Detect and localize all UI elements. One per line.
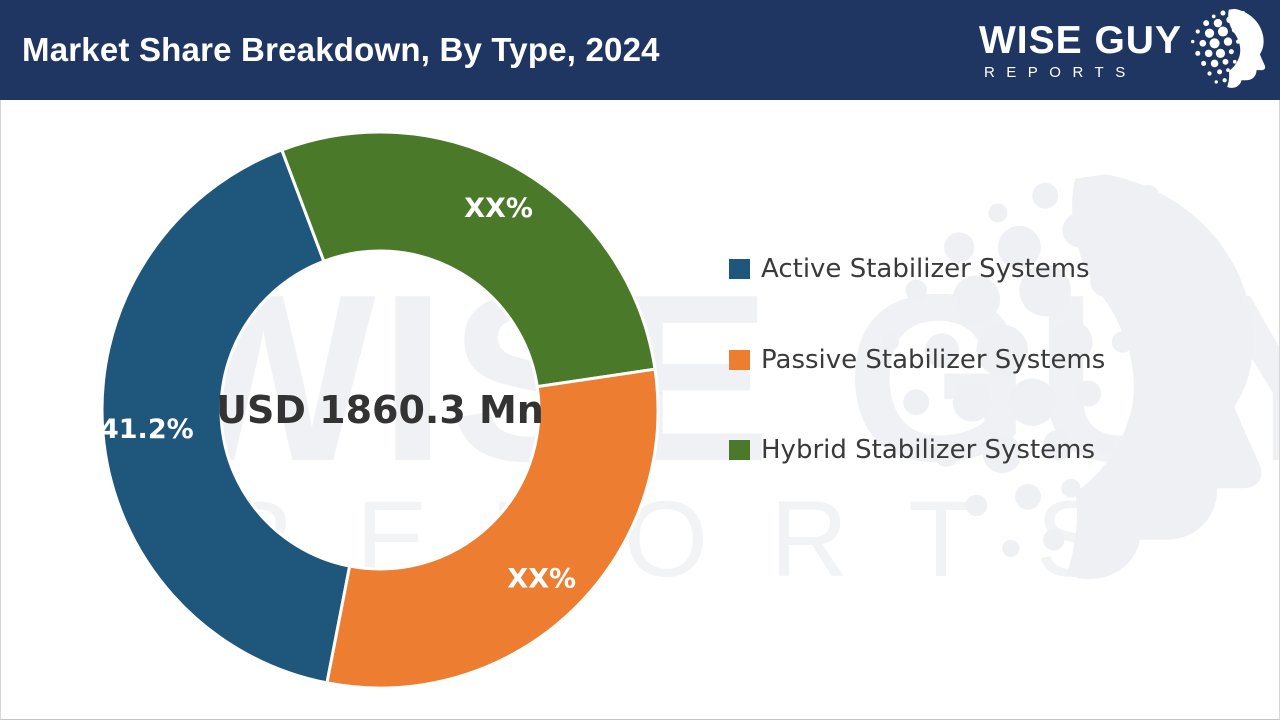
segment-label: 41.2% [100, 414, 194, 445]
logo-line2: REPORTS [983, 63, 1137, 81]
segment-active-stabilizer-systems [100, 147, 352, 685]
legend-label: Passive Stabilizer Systems [761, 344, 1106, 375]
segment-hybrid-stabilizer-systems [279, 130, 657, 389]
legend-item: Active Stabilizer Systems [729, 255, 1105, 284]
donut-chart: 41.2% XX% XX% [100, 130, 660, 690]
page-title: Market Share Breakdown, By Type, 2024 [22, 31, 660, 68]
legend-label: Hybrid Stabilizer Systems [761, 435, 1096, 466]
header-bar: Market Share Breakdown, By Type, 2024 WI… [0, 0, 1280, 100]
legend-item: Hybrid Stabilizer Systems [729, 436, 1105, 465]
logo-wordmark: WISE GUY REPORTS [979, 21, 1182, 80]
logo-line1: WISE GUY [978, 18, 1182, 62]
chart-center-value: USD 1860.3 Mn [216, 388, 544, 432]
legend: Active Stabilizer Systems Passive Stabili… [729, 255, 1105, 465]
segment-label: XX% [464, 193, 533, 224]
legend-swatch [729, 349, 750, 370]
legend-swatch [729, 440, 750, 461]
logo-face-icon [1186, 8, 1270, 92]
legend-item: Passive Stabilizer Systems [729, 344, 1106, 375]
segment-passive-stabilizer-systems [325, 367, 660, 690]
chart-area: WISE GUY REPORTS 41.2% XX% XX% USD 1860.3 … [0, 100, 1280, 720]
wiseguy-logo: WISE GUY REPORTS [979, 8, 1270, 92]
legend-label: Active Stabilizer Systems [761, 254, 1090, 284]
legend-swatch [729, 259, 750, 280]
segment-label: XX% [507, 564, 576, 595]
